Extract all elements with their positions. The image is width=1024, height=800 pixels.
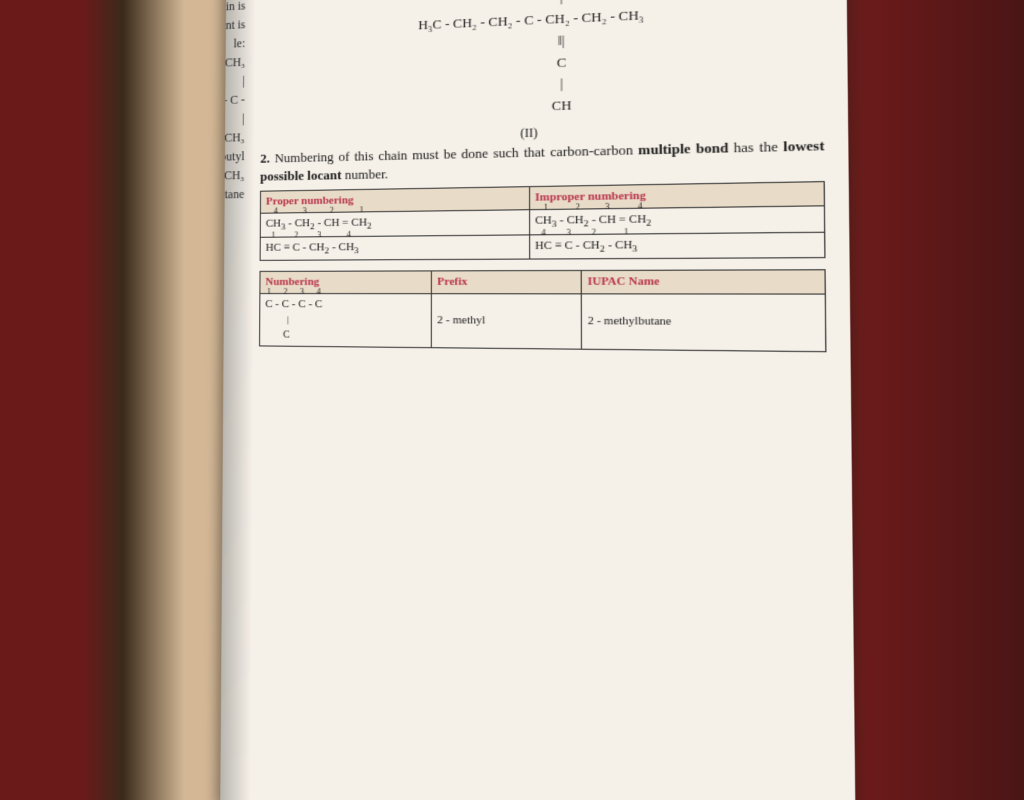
col-prefix: Prefix <box>431 271 581 294</box>
cell-improper: 4HC ≡ 3C - 2CH2 - 1CH3 <box>529 232 825 259</box>
table-header-row: Numbering Prefix IUPAC Name <box>260 270 825 294</box>
cell-name: 2 - methylbutane <box>581 294 825 351</box>
page-wrapper: umbers in the nd an alphabet refixes di,… <box>224 0 800 800</box>
frag: eptane <box>220 185 244 205</box>
cell-prefix: 2 - methyl <box>431 294 581 349</box>
frag: CH₃ <box>220 166 244 187</box>
cell-proper: 1HC ≡ 2C - 3CH2 - 4CH3 <box>260 234 529 260</box>
main-column: 14.4.5 IUPAC nomenclature of unsaturated… <box>259 0 826 352</box>
cell-improper: 1CH3 - 2CH2 - 3CH = 4CH2 <box>529 206 825 235</box>
cell-numbering: 1C - 2C - 3C - 4C | C <box>260 294 432 348</box>
textbook-page: umbers in the nd an alphabet refixes di,… <box>220 0 856 800</box>
left-margin-fragments: umbers in the nd an alphabet refixes di,… <box>220 0 247 800</box>
numbering-table: Proper numbering Improper numbering 4CH3… <box>260 181 826 261</box>
structure-II: H | H₃C - CH₂ - CH₂ - C - CH₂ - CH₂ - CH… <box>260 0 824 126</box>
table-row: 1C - 2C - 3C - 4C | C 2 - methyl 2 - met… <box>260 294 826 352</box>
naming-table: Numbering Prefix IUPAC Name 1C - 2C - 3C… <box>259 269 826 351</box>
rule-2-label: 2. <box>260 151 270 166</box>
col-iupac: IUPAC Name <box>581 270 825 294</box>
table-row: 1HC ≡ 2C - 3CH2 - 4CH3 4HC ≡ 3C - 2CH2 -… <box>260 232 825 261</box>
cell-proper: 4CH3 - 3CH2 - 2CH = 1CH2 <box>260 210 529 237</box>
